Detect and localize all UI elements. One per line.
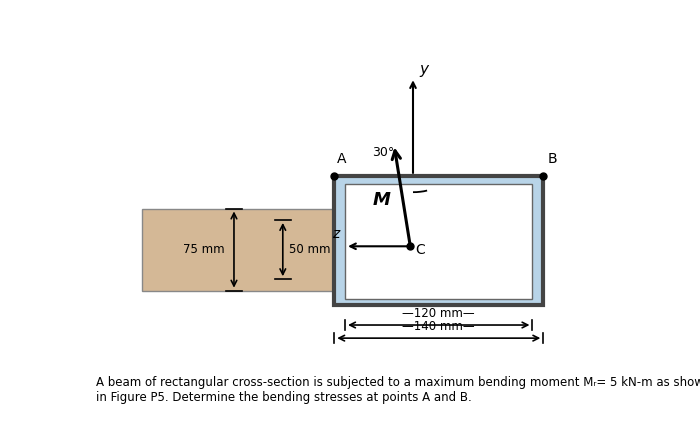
Text: A: A: [337, 152, 346, 166]
Text: y: y: [419, 62, 428, 77]
Text: z: z: [332, 227, 339, 241]
Text: 50 mm: 50 mm: [289, 243, 330, 256]
Bar: [335, 176, 543, 305]
Bar: [345, 184, 533, 299]
Text: —120 mm—: —120 mm—: [402, 307, 475, 320]
Text: M: M: [372, 191, 390, 209]
Text: C: C: [416, 244, 426, 257]
Text: B: B: [547, 152, 557, 166]
Text: 75 mm: 75 mm: [183, 243, 225, 256]
Text: —140 mm—: —140 mm—: [402, 320, 475, 333]
Bar: [141, 209, 335, 291]
Text: 30°: 30°: [372, 146, 395, 159]
Text: A beam of rectangular cross-section is subjected to a maximum bending moment Mᵣ=: A beam of rectangular cross-section is s…: [96, 376, 700, 404]
